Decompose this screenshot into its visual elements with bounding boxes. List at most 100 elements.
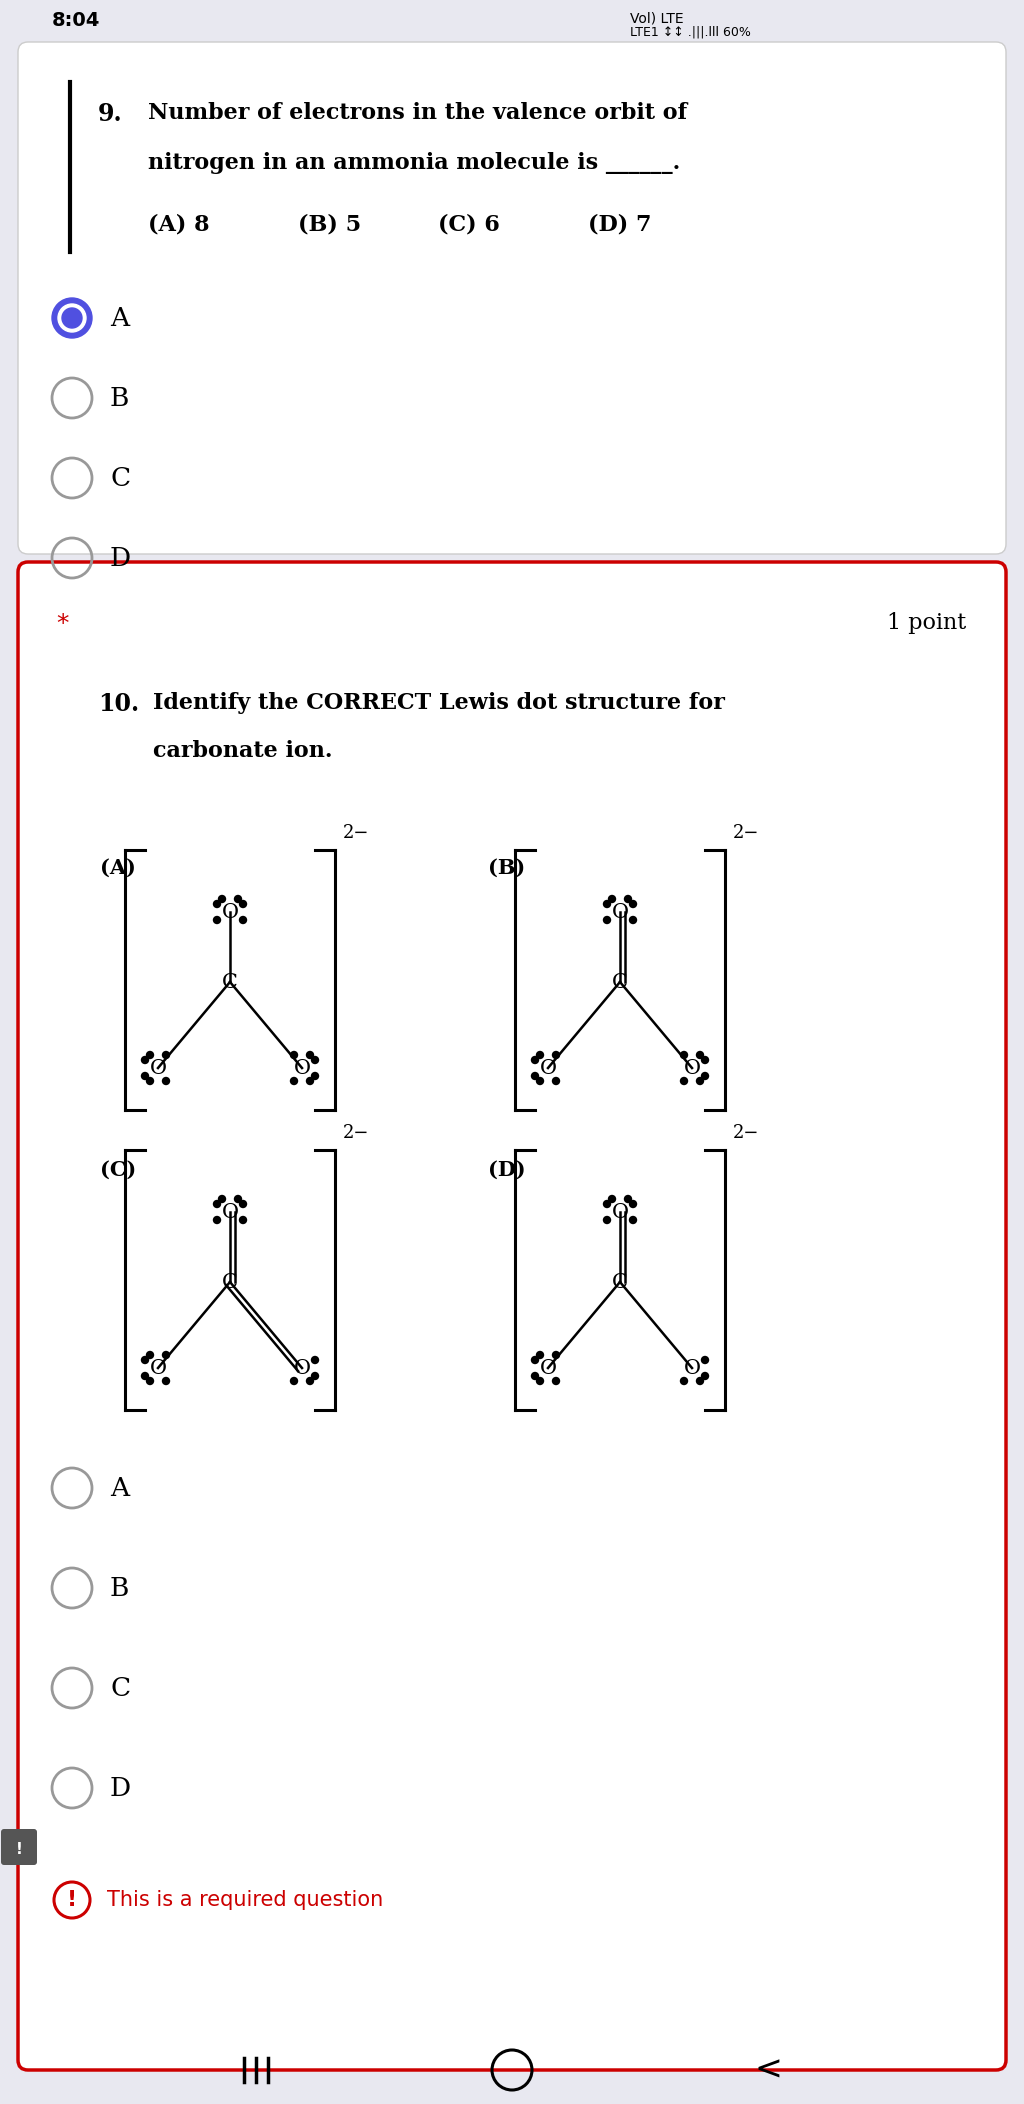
Text: O: O [221, 903, 239, 922]
Circle shape [240, 901, 247, 907]
Text: A: A [110, 305, 129, 330]
Circle shape [630, 1216, 637, 1225]
Circle shape [234, 1195, 242, 1203]
Circle shape [146, 1351, 154, 1359]
Circle shape [163, 1077, 170, 1084]
Text: carbonate ion.: carbonate ion. [153, 741, 333, 762]
Circle shape [291, 1052, 298, 1058]
Text: Identify the CORRECT Lewis dot structure for: Identify the CORRECT Lewis dot structure… [153, 692, 725, 713]
Text: LTE1 ↕↕ .|||.lll 60%: LTE1 ↕↕ .|||.lll 60% [630, 25, 751, 40]
Text: 2−: 2− [733, 1124, 760, 1142]
FancyBboxPatch shape [1, 1828, 37, 1864]
Circle shape [608, 896, 615, 903]
Circle shape [696, 1378, 703, 1384]
Text: Vol) LTE: Vol) LTE [630, 13, 684, 25]
Circle shape [213, 901, 220, 907]
Text: O: O [611, 903, 629, 922]
Circle shape [234, 896, 242, 903]
Text: B: B [110, 1576, 129, 1601]
Text: B: B [110, 385, 129, 410]
Circle shape [141, 1056, 148, 1063]
Circle shape [696, 1077, 703, 1084]
Text: (D): (D) [488, 1159, 525, 1180]
Circle shape [291, 1077, 298, 1084]
Text: O: O [540, 1058, 556, 1077]
Text: !: ! [15, 1843, 23, 1858]
Text: (B) 5: (B) 5 [298, 215, 361, 236]
Circle shape [306, 1052, 313, 1058]
Text: *: * [56, 612, 69, 635]
Text: C: C [222, 1273, 238, 1292]
Circle shape [311, 1357, 318, 1363]
Circle shape [306, 1077, 313, 1084]
Text: A: A [110, 1475, 129, 1500]
Circle shape [608, 1195, 615, 1203]
Text: C: C [612, 1273, 628, 1292]
Text: 9.: 9. [98, 101, 123, 126]
Text: C: C [110, 465, 130, 490]
Circle shape [311, 1372, 318, 1380]
Circle shape [531, 1056, 539, 1063]
Circle shape [163, 1351, 170, 1359]
Circle shape [681, 1378, 687, 1384]
Circle shape [146, 1077, 154, 1084]
Circle shape [701, 1073, 709, 1079]
Text: O: O [294, 1359, 310, 1378]
Text: (B): (B) [488, 858, 525, 877]
Circle shape [531, 1372, 539, 1380]
Circle shape [625, 1195, 632, 1203]
Text: O: O [221, 1203, 239, 1222]
Circle shape [553, 1351, 559, 1359]
FancyBboxPatch shape [18, 42, 1006, 553]
Text: C: C [612, 972, 628, 991]
Circle shape [306, 1378, 313, 1384]
Circle shape [603, 901, 610, 907]
Text: D: D [110, 1776, 131, 1801]
Text: <: < [754, 2054, 782, 2087]
Text: 10.: 10. [98, 692, 139, 715]
Circle shape [311, 1056, 318, 1063]
Text: (A) 8: (A) 8 [148, 215, 210, 236]
Circle shape [701, 1372, 709, 1380]
Circle shape [240, 917, 247, 924]
Circle shape [553, 1052, 559, 1058]
Circle shape [146, 1052, 154, 1058]
Text: 2−: 2− [343, 1124, 370, 1142]
Circle shape [58, 303, 86, 332]
Text: (D) 7: (D) 7 [588, 215, 651, 236]
Circle shape [213, 1201, 220, 1208]
Circle shape [630, 1201, 637, 1208]
Circle shape [213, 917, 220, 924]
Circle shape [52, 299, 92, 339]
Circle shape [553, 1077, 559, 1084]
Text: O: O [611, 1203, 629, 1222]
Circle shape [531, 1073, 539, 1079]
Circle shape [291, 1378, 298, 1384]
Text: (C) 6: (C) 6 [438, 215, 500, 236]
Text: 2−: 2− [733, 825, 760, 842]
Circle shape [537, 1378, 544, 1384]
Circle shape [537, 1052, 544, 1058]
Text: O: O [150, 1359, 167, 1378]
Text: D: D [110, 545, 131, 570]
Circle shape [163, 1378, 170, 1384]
Circle shape [146, 1378, 154, 1384]
Text: 8:04: 8:04 [52, 11, 100, 29]
Circle shape [681, 1052, 687, 1058]
Text: (A): (A) [100, 858, 136, 877]
Circle shape [213, 1216, 220, 1225]
Circle shape [141, 1372, 148, 1380]
Circle shape [218, 1195, 225, 1203]
Text: O: O [683, 1058, 700, 1077]
Text: O: O [683, 1359, 700, 1378]
Circle shape [218, 896, 225, 903]
Circle shape [62, 307, 82, 328]
Circle shape [701, 1056, 709, 1063]
Circle shape [537, 1351, 544, 1359]
Circle shape [603, 917, 610, 924]
Circle shape [681, 1077, 687, 1084]
Circle shape [553, 1378, 559, 1384]
Circle shape [603, 1216, 610, 1225]
Circle shape [531, 1357, 539, 1363]
Circle shape [625, 896, 632, 903]
